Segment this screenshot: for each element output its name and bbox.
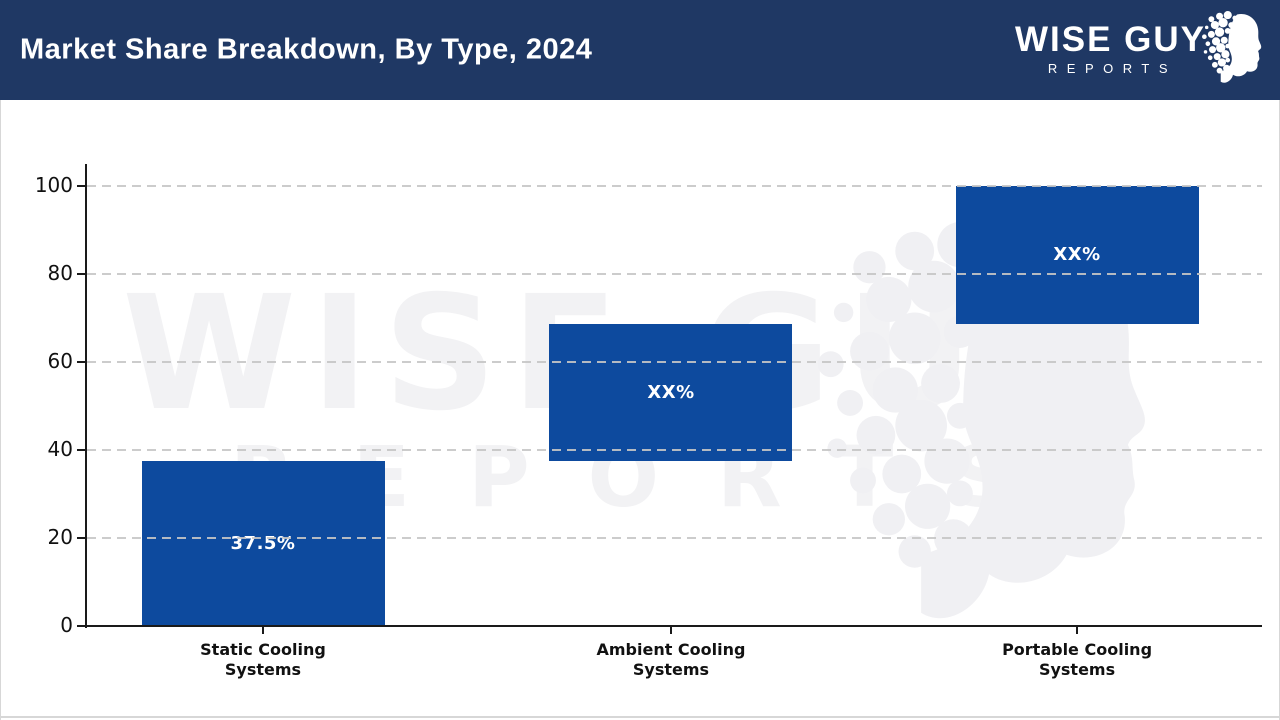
brand-logo-text: WISE GUY REPORTS — [1014, 20, 1206, 77]
y-tick-label: 100 — [34, 173, 73, 197]
gridline — [87, 449, 1262, 451]
y-tick-mark — [77, 537, 85, 539]
x-category-label-line: Static Cooling — [200, 640, 326, 659]
bar-value-label: XX% — [1053, 244, 1101, 266]
gridline — [87, 185, 1262, 187]
brand-logo-name: WISE GUY — [1014, 20, 1206, 59]
x-category-label-line: Portable Cooling — [1002, 640, 1153, 659]
bar-value-label: XX% — [647, 381, 695, 403]
gridline — [87, 537, 1262, 539]
y-axis-line — [85, 164, 87, 628]
x-tick-mark — [1076, 627, 1079, 634]
x-category-label-line: Ambient Cooling — [596, 640, 746, 659]
gridline — [87, 273, 1262, 275]
x-tick-mark — [262, 627, 264, 634]
x-category-label: Static Cooling Systems — [143, 640, 383, 680]
x-category-label: Ambient Cooling Systems — [551, 640, 791, 680]
bar-segment: XX% — [549, 323, 793, 461]
y-tick-mark — [77, 273, 85, 275]
x-axis-line — [85, 625, 1262, 627]
y-tick-label: 20 — [47, 525, 73, 549]
x-category-label: Portable Cooling Systems — [957, 640, 1197, 680]
brand-logo-tagline: REPORTS — [1047, 61, 1178, 76]
x-category-label-line: Systems — [1038, 660, 1116, 679]
y-tick-label: 80 — [47, 261, 73, 285]
page-border-left — [0, 100, 1, 720]
bar-segment: XX% — [955, 186, 1199, 324]
y-tick-label: 60 — [47, 349, 73, 373]
x-tick-mark — [669, 627, 672, 634]
y-tick-mark — [77, 361, 85, 363]
page-border-bottom — [0, 716, 1280, 718]
brand-logo: WISE GUY REPORTS — [1015, 11, 1266, 87]
chart-plot-area: 37.5% XX% XX% 0 20 40 60 80 100 Static Cooling Sys… — [35, 164, 1262, 679]
y-tick-label: 0 — [60, 613, 73, 637]
gridline — [87, 361, 1262, 363]
y-tick-mark — [77, 185, 85, 187]
y-tick-label: 40 — [47, 437, 73, 461]
bar-segment: 37.5% — [141, 461, 385, 626]
x-category-label-line: Systems — [632, 660, 710, 679]
page-title: Market Share Breakdown, By Type, 2024 — [20, 33, 593, 66]
y-tick-mark — [77, 449, 85, 451]
x-category-label-line: Systems — [224, 660, 302, 679]
y-tick-mark — [77, 625, 85, 627]
brand-logo-head-icon — [1200, 11, 1266, 87]
header-bar: Market Share Breakdown, By Type, 2024 WI… — [0, 0, 1280, 100]
